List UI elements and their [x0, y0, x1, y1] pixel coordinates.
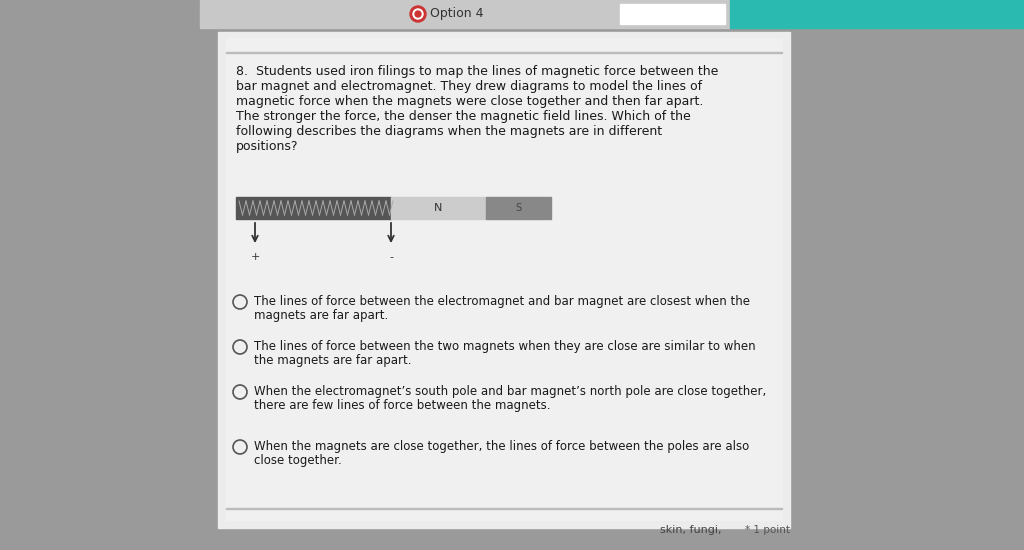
Bar — [391, 197, 486, 219]
Text: positions?: positions? — [236, 140, 299, 153]
Bar — [200, 0, 730, 28]
Text: When the magnets are close together, the lines of force between the poles are al: When the magnets are close together, the… — [254, 440, 750, 453]
Bar — [226, 508, 782, 509]
Text: +: + — [250, 252, 260, 262]
Bar — [486, 197, 551, 219]
Text: The lines of force between the two magnets when they are close are similar to wh: The lines of force between the two magne… — [254, 340, 756, 353]
Text: The lines of force between the electromagnet and bar magnet are closest when the: The lines of force between the electroma… — [254, 295, 750, 308]
Text: close together.: close together. — [254, 454, 342, 467]
Text: * 1 point: * 1 point — [745, 525, 790, 535]
Text: -: - — [389, 252, 393, 262]
Text: there are few lines of force between the magnets.: there are few lines of force between the… — [254, 399, 551, 412]
Circle shape — [410, 6, 426, 22]
Text: When the electromagnet’s south pole and bar magnet’s north pole are close togeth: When the electromagnet’s south pole and … — [254, 385, 766, 398]
Text: Option 4: Option 4 — [430, 8, 483, 20]
Bar — [226, 38, 782, 520]
Bar — [226, 52, 782, 53]
Bar — [620, 4, 725, 24]
Text: skin, fungi,: skin, fungi, — [660, 525, 722, 535]
Bar — [218, 32, 790, 528]
Text: bar magnet and electromagnet. They drew diagrams to model the lines of: bar magnet and electromagnet. They drew … — [236, 80, 702, 93]
Circle shape — [415, 11, 421, 17]
Text: the magnets are far apart.: the magnets are far apart. — [254, 354, 412, 367]
Text: following describes the diagrams when the magnets are in different: following describes the diagrams when th… — [236, 125, 663, 138]
Text: The stronger the force, the denser the magnetic field lines. Which of the: The stronger the force, the denser the m… — [236, 110, 691, 123]
Circle shape — [413, 9, 423, 19]
Bar — [236, 197, 391, 219]
Text: magnetic force when the magnets were close together and then far apart.: magnetic force when the magnets were clo… — [236, 95, 703, 108]
Bar — [730, 0, 1024, 28]
Text: magnets are far apart.: magnets are far apart. — [254, 309, 388, 322]
Text: S: S — [515, 203, 521, 213]
Text: 8.  Students used iron filings to map the lines of magnetic force between the: 8. Students used iron filings to map the… — [236, 65, 719, 78]
Text: N: N — [434, 203, 442, 213]
